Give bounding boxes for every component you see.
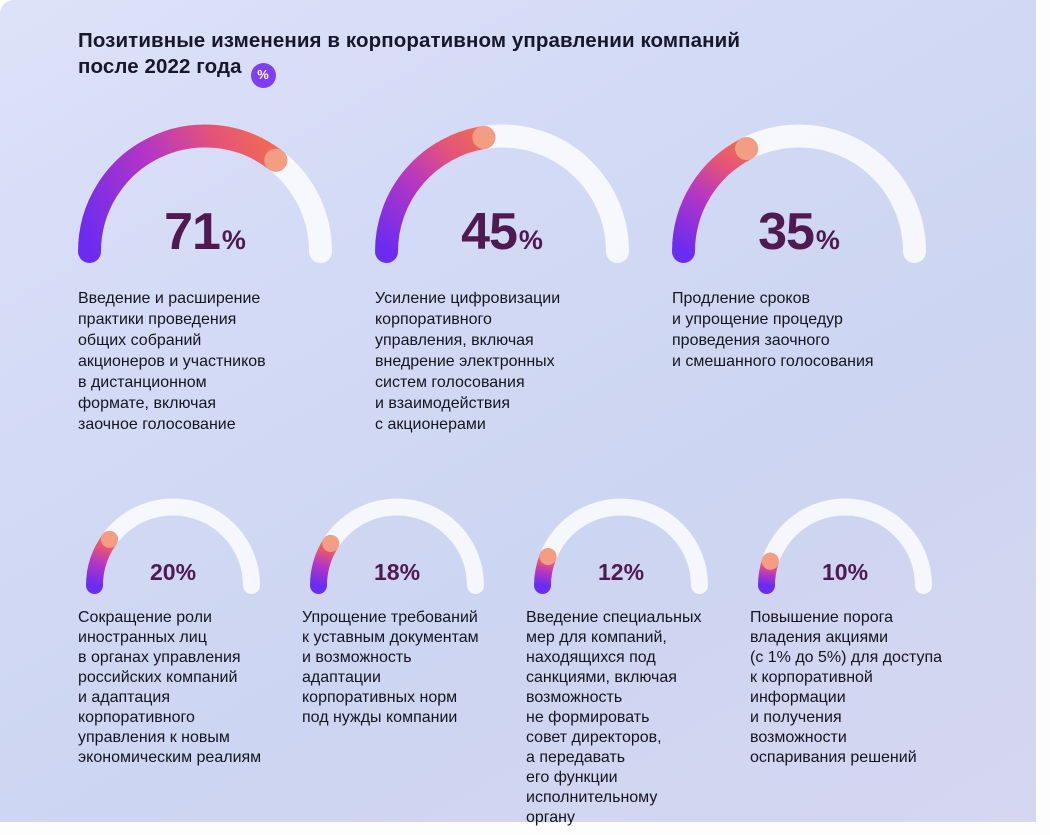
gauge-value-number: 20 bbox=[149, 558, 176, 585]
title-line-1: Позитивные изменения в корпоративном упр… bbox=[78, 29, 741, 52]
gauge-tip-dot bbox=[539, 547, 557, 565]
gauge-value-arc bbox=[375, 125, 496, 263]
gauge-chart: 10% bbox=[755, 489, 935, 595]
gauge-value: 71% bbox=[75, 202, 335, 262]
gauge-tip-dot bbox=[100, 530, 118, 548]
gauge-value-unit: % bbox=[221, 224, 246, 255]
gauge-tip-dot bbox=[761, 552, 779, 570]
gauge-description: Продление сроков и упрощение процедур пр… bbox=[672, 289, 874, 370]
gauge-value: 45% bbox=[372, 202, 632, 262]
gauge-value-number: 10 bbox=[821, 558, 848, 585]
gauge-card: 35% Продление сроков и упрощение процеду… bbox=[672, 114, 969, 372]
percent-badge-icon: % bbox=[250, 62, 276, 88]
gauge-value-unit: % bbox=[399, 558, 421, 585]
title-line-2-wrap: после 2022 года% bbox=[78, 54, 1050, 88]
gauge-value-number: 71 bbox=[164, 202, 221, 261]
gauge-chart: 20% bbox=[83, 489, 263, 595]
gauge-description: Упрощение требований к уставным документ… bbox=[302, 608, 479, 726]
gauge-chart: 45% bbox=[372, 114, 632, 264]
gauge-value-number: 12 bbox=[597, 558, 624, 585]
gauge-value-number: 18 bbox=[373, 558, 400, 585]
gauge-value: 10% bbox=[755, 559, 935, 586]
gauge-value-unit: % bbox=[815, 224, 840, 255]
gauge-value-unit: % bbox=[623, 558, 645, 585]
gauge-tip-dot bbox=[264, 148, 288, 172]
gauge-value-number: 35 bbox=[758, 202, 815, 261]
gauge-card: 45% Усиление цифровизации корпоративного… bbox=[375, 114, 672, 435]
title-line-2: после 2022 года bbox=[78, 55, 242, 78]
gauge-description: Усиление цифровизации корпоративного упр… bbox=[375, 289, 561, 433]
gauge-tip-dot bbox=[472, 125, 496, 149]
gauge-chart: 71% bbox=[75, 114, 335, 264]
gauge-chart: 18% bbox=[307, 489, 487, 595]
gauge-arc bbox=[534, 498, 708, 594]
gauge-arc bbox=[310, 498, 484, 594]
gauge-value-arc bbox=[672, 136, 759, 263]
gauge-value-number: 45 bbox=[461, 202, 518, 261]
gauge-description: Введение специальных мер для компаний, н… bbox=[526, 608, 702, 826]
gauge-card: 10% Повышение порога владения акциями (с… bbox=[750, 489, 974, 768]
gauge-card: 12% Введение специальных мер для компани… bbox=[526, 489, 750, 828]
gauge-arc bbox=[672, 124, 926, 263]
gauge-description: Повышение порога владения акциями (с 1% … bbox=[750, 608, 943, 766]
gauge-card: 20% Сокращение роли иностранных лиц в ор… bbox=[78, 489, 302, 768]
gauge-value-unit: % bbox=[847, 558, 869, 585]
percent-badge-label: % bbox=[257, 67, 269, 82]
gauge-row-bottom: 20% Сокращение роли иностранных лиц в ор… bbox=[78, 489, 1050, 828]
gauge-arc bbox=[758, 498, 932, 594]
gauge-description: Введение и расширение практики проведени… bbox=[78, 289, 266, 433]
gauge-row-top: 71% Введение и расширение практики прове… bbox=[78, 114, 1050, 435]
gauge-value: 12% bbox=[531, 559, 711, 586]
gauge-value-unit: % bbox=[175, 558, 197, 585]
gauge-card: 71% Введение и расширение практики прове… bbox=[78, 114, 375, 435]
gauge-arc bbox=[86, 498, 260, 594]
gauge-value: 18% bbox=[307, 559, 487, 586]
gauge-arc bbox=[78, 124, 332, 263]
gauge-description: Сокращение роли иностранных лиц в органа… bbox=[78, 608, 262, 766]
page-title: Позитивные изменения в корпоративном упр… bbox=[78, 28, 1050, 88]
gauge-value-arc bbox=[78, 124, 288, 263]
gauge-tip-dot bbox=[322, 534, 340, 552]
gauge-chart: 35% bbox=[669, 114, 929, 264]
gauge-chart: 12% bbox=[531, 489, 711, 595]
gauge-tip-dot bbox=[735, 136, 759, 160]
gauge-value-unit: % bbox=[518, 224, 543, 255]
gauge-card: 18% Упрощение требований к уставным доку… bbox=[302, 489, 526, 728]
gauge-arc bbox=[375, 124, 629, 263]
gauge-value: 35% bbox=[669, 202, 929, 262]
gauge-track bbox=[758, 498, 932, 594]
gauge-value: 20% bbox=[83, 559, 263, 586]
